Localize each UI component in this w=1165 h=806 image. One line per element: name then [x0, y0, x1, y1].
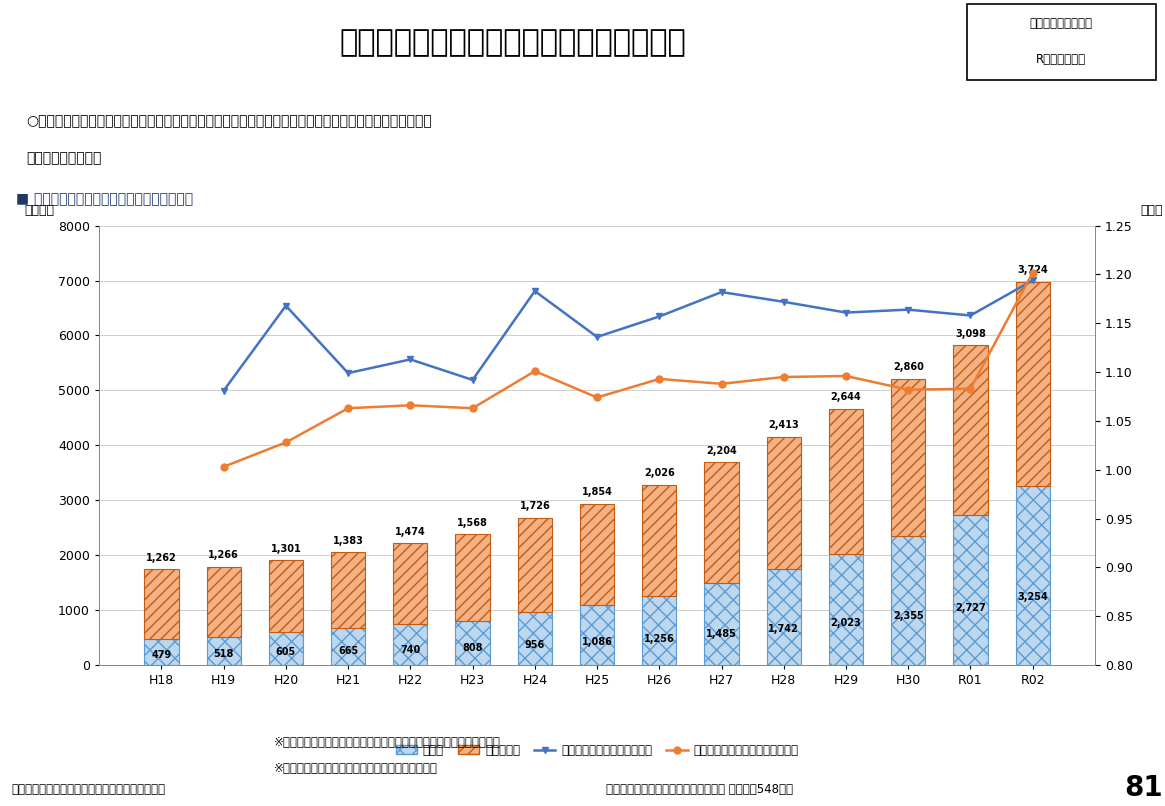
- Text: 1,256: 1,256: [644, 634, 675, 644]
- Bar: [1016, 486, 1050, 665]
- Text: 出典：国民医療費の概況、介護給付費等実態統計: 出典：国民医療費の概況、介護給付費等実態統計: [12, 783, 165, 796]
- Bar: [269, 560, 303, 632]
- Bar: [705, 584, 739, 665]
- Bar: [953, 345, 988, 515]
- Text: 2,023: 2,023: [831, 617, 861, 628]
- Text: 1,742: 1,742: [769, 624, 799, 634]
- Text: 605: 605: [276, 647, 296, 658]
- Text: 1,485: 1,485: [706, 629, 737, 639]
- Bar: [642, 596, 677, 665]
- Text: 厚生労働省　中央社会保険医療協議会 総会（第548回）: 厚生労働省 中央社会保険医療協議会 総会（第548回）: [606, 783, 793, 796]
- Text: ※　医　療　費：健康保険、後期高齢者医療制度、公費負担医療、自費: ※ 医 療 費：健康保険、後期高齢者医療制度、公費負担医療、自費: [275, 736, 501, 749]
- Text: 2,413: 2,413: [769, 420, 799, 430]
- Bar: [580, 504, 614, 605]
- Text: 2,355: 2,355: [892, 611, 924, 621]
- Bar: [828, 554, 863, 665]
- FancyBboxPatch shape: [967, 4, 1156, 81]
- Text: 1,474: 1,474: [395, 527, 425, 537]
- Bar: [642, 484, 677, 596]
- Bar: [394, 543, 428, 625]
- Bar: [705, 463, 739, 584]
- Bar: [891, 379, 925, 536]
- Bar: [269, 632, 303, 665]
- Text: 3,254: 3,254: [1017, 592, 1048, 602]
- Bar: [144, 638, 178, 665]
- Bar: [517, 517, 552, 613]
- Bar: [953, 515, 988, 665]
- Bar: [1016, 282, 1050, 486]
- Bar: [206, 567, 241, 637]
- Text: 3,098: 3,098: [955, 329, 986, 339]
- Bar: [828, 409, 863, 554]
- Text: （億円）: （億円）: [24, 204, 55, 217]
- Legend: 医療費, 介護給付費, 医療費の伸び率（前年度比）, 介護給付費の伸び率（前年度比）: 医療費, 介護給付費, 医療費の伸び率（前年度比）, 介護給付費の伸び率（前年度…: [390, 739, 804, 762]
- Text: 1,086: 1,086: [581, 638, 613, 647]
- Text: 1,383: 1,383: [333, 536, 363, 546]
- Text: 1,854: 1,854: [581, 487, 613, 497]
- Text: 665: 665: [338, 646, 359, 656]
- Text: 1,301: 1,301: [270, 544, 302, 554]
- Text: 3,724: 3,724: [1017, 265, 1048, 275]
- Bar: [456, 621, 489, 665]
- Text: 2,860: 2,860: [892, 362, 924, 372]
- Bar: [517, 613, 552, 665]
- Bar: [456, 534, 489, 621]
- Text: 1,262: 1,262: [146, 553, 177, 563]
- Bar: [767, 569, 800, 665]
- Text: 956: 956: [524, 640, 545, 650]
- Text: 訪問看護に係る医療費・介護給付費の推移: 訪問看護に係る医療費・介護給付費の推移: [339, 28, 686, 56]
- Text: 81: 81: [1124, 774, 1163, 802]
- Bar: [206, 637, 241, 665]
- Bar: [331, 552, 366, 629]
- Bar: [144, 569, 178, 638]
- Text: 2,644: 2,644: [831, 392, 861, 402]
- Text: ○　訪問看護ステーションの利用にかかる費用は、医療費及び介護給付費ともに増加しており、医療費の伸: ○ 訪問看護ステーションの利用にかかる費用は、医療費及び介護給付費ともに増加して…: [27, 114, 432, 128]
- Text: 1,568: 1,568: [457, 518, 488, 528]
- Text: （倍）: （倍）: [1139, 204, 1163, 217]
- Text: 518: 518: [213, 649, 234, 659]
- Text: 意見交換　資料－２: 意見交換 資料－２: [1030, 17, 1093, 30]
- Text: 1,726: 1,726: [520, 501, 550, 511]
- Text: 2,727: 2,727: [955, 603, 986, 613]
- Text: ■ 訪問看護に係る医療費・介護給付費の推移: ■ 訪問看護に係る医療費・介護給付費の推移: [16, 193, 193, 206]
- Text: 740: 740: [401, 645, 421, 654]
- Text: 808: 808: [463, 643, 482, 653]
- Text: 1,266: 1,266: [209, 550, 239, 560]
- Bar: [767, 437, 800, 569]
- Text: 2,026: 2,026: [644, 468, 675, 478]
- Bar: [891, 536, 925, 665]
- Bar: [580, 605, 614, 665]
- Bar: [331, 629, 366, 665]
- Text: R５．５．１８: R５．５．１８: [1036, 52, 1087, 66]
- Bar: [394, 625, 428, 665]
- Text: 479: 479: [151, 650, 171, 660]
- Text: ※　介護給付費：訪問看護費・介護予防訪問看護費: ※ 介護給付費：訪問看護費・介護予防訪問看護費: [275, 762, 438, 775]
- Text: 2,204: 2,204: [706, 446, 737, 456]
- Text: び率が大きい。: び率が大きい。: [27, 152, 101, 165]
